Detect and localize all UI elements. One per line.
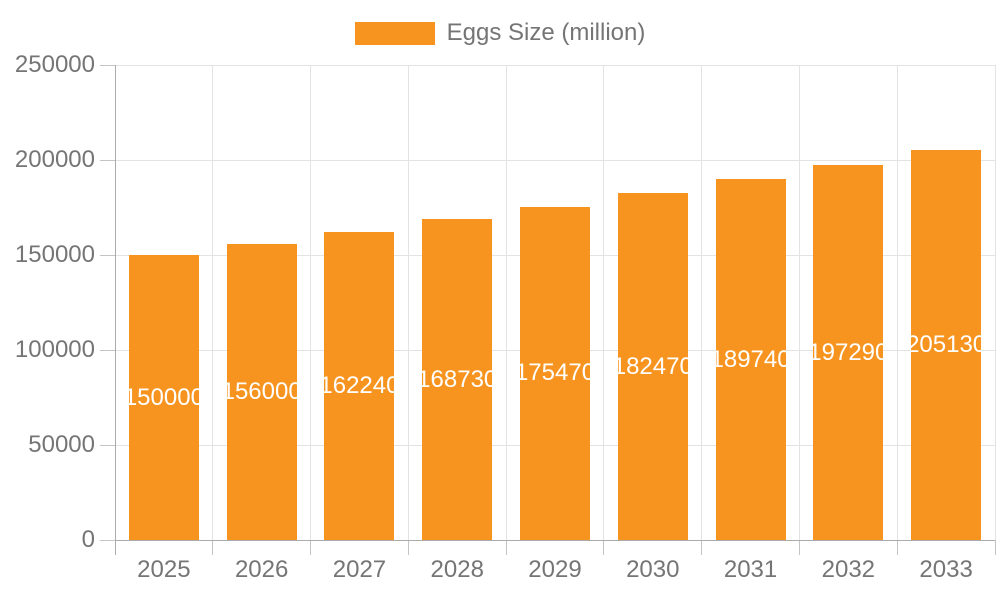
y-axis-label: 150000 — [14, 241, 95, 268]
x-axis-label: 2030 — [626, 556, 680, 583]
x-gridline — [407, 65, 409, 540]
x-axis-label: 2028 — [430, 556, 484, 583]
y-tick — [100, 349, 115, 351]
bar-value-label: 162240 — [324, 371, 395, 399]
x-tick — [896, 540, 898, 555]
y-axis-line — [115, 65, 116, 555]
x-gridline — [701, 65, 703, 540]
bar-value-label: 156000 — [226, 377, 297, 405]
legend-swatch-icon — [354, 21, 435, 45]
x-gridline — [994, 65, 996, 540]
bar-value-label: 205130 — [911, 331, 982, 359]
x-tick — [994, 540, 996, 555]
bar-value-label: 175470 — [520, 359, 590, 387]
x-gridline — [505, 65, 507, 540]
x-tick — [603, 540, 605, 555]
x-gridline — [896, 65, 898, 540]
bar[interactable]: 162240 — [324, 231, 395, 540]
bar[interactable]: 205130 — [911, 150, 982, 540]
x-axis-label: 2027 — [332, 556, 387, 583]
bar-value-label: 197290 — [813, 338, 884, 366]
bar[interactable]: 189740 — [715, 179, 786, 540]
bar[interactable]: 182470 — [617, 193, 688, 540]
x-axis-label: 2025 — [137, 556, 191, 583]
bar[interactable]: 156000 — [226, 243, 297, 540]
bar-value-label: 189740 — [715, 345, 786, 373]
bar[interactable]: 168730 — [422, 219, 493, 540]
y-gridline — [115, 64, 995, 66]
bar-value-label: 150000 — [128, 383, 199, 411]
x-tick — [505, 540, 507, 555]
bar[interactable]: 197290 — [813, 165, 884, 540]
y-tick — [100, 539, 115, 541]
x-gridline — [310, 65, 312, 540]
legend[interactable]: Eggs Size (million) — [0, 21, 1000, 45]
y-tick — [100, 444, 115, 446]
x-axis-line — [115, 540, 995, 541]
x-gridline — [212, 65, 214, 540]
x-tick — [701, 540, 703, 555]
bar-value-label: 168730 — [422, 365, 493, 393]
y-tick — [100, 64, 115, 66]
y-tick — [100, 254, 115, 256]
y-axis-label: 50000 — [28, 431, 95, 458]
y-axis-label: 0 — [81, 526, 95, 553]
x-gridline — [798, 65, 800, 540]
x-axis-label: 2029 — [528, 556, 582, 583]
y-axis-label: 250000 — [14, 51, 95, 78]
x-axis-label: 2031 — [723, 556, 778, 583]
bar[interactable]: 150000 — [128, 255, 199, 540]
x-tick — [798, 540, 800, 555]
x-gridline — [603, 65, 605, 540]
legend-label: Eggs Size (million) — [446, 19, 646, 46]
x-axis-label: 2033 — [919, 556, 973, 583]
y-gridline — [115, 159, 995, 161]
y-tick — [100, 159, 115, 161]
bar-value-label: 182470 — [617, 352, 688, 380]
x-tick — [407, 540, 409, 555]
y-axis-label: 200000 — [14, 146, 95, 173]
x-tick — [310, 540, 312, 555]
y-axis-label: 100000 — [14, 336, 95, 363]
bar[interactable]: 175470 — [520, 206, 590, 540]
x-axis-label: 2032 — [821, 556, 876, 583]
x-axis-label: 2026 — [234, 556, 289, 583]
x-tick — [212, 540, 214, 555]
